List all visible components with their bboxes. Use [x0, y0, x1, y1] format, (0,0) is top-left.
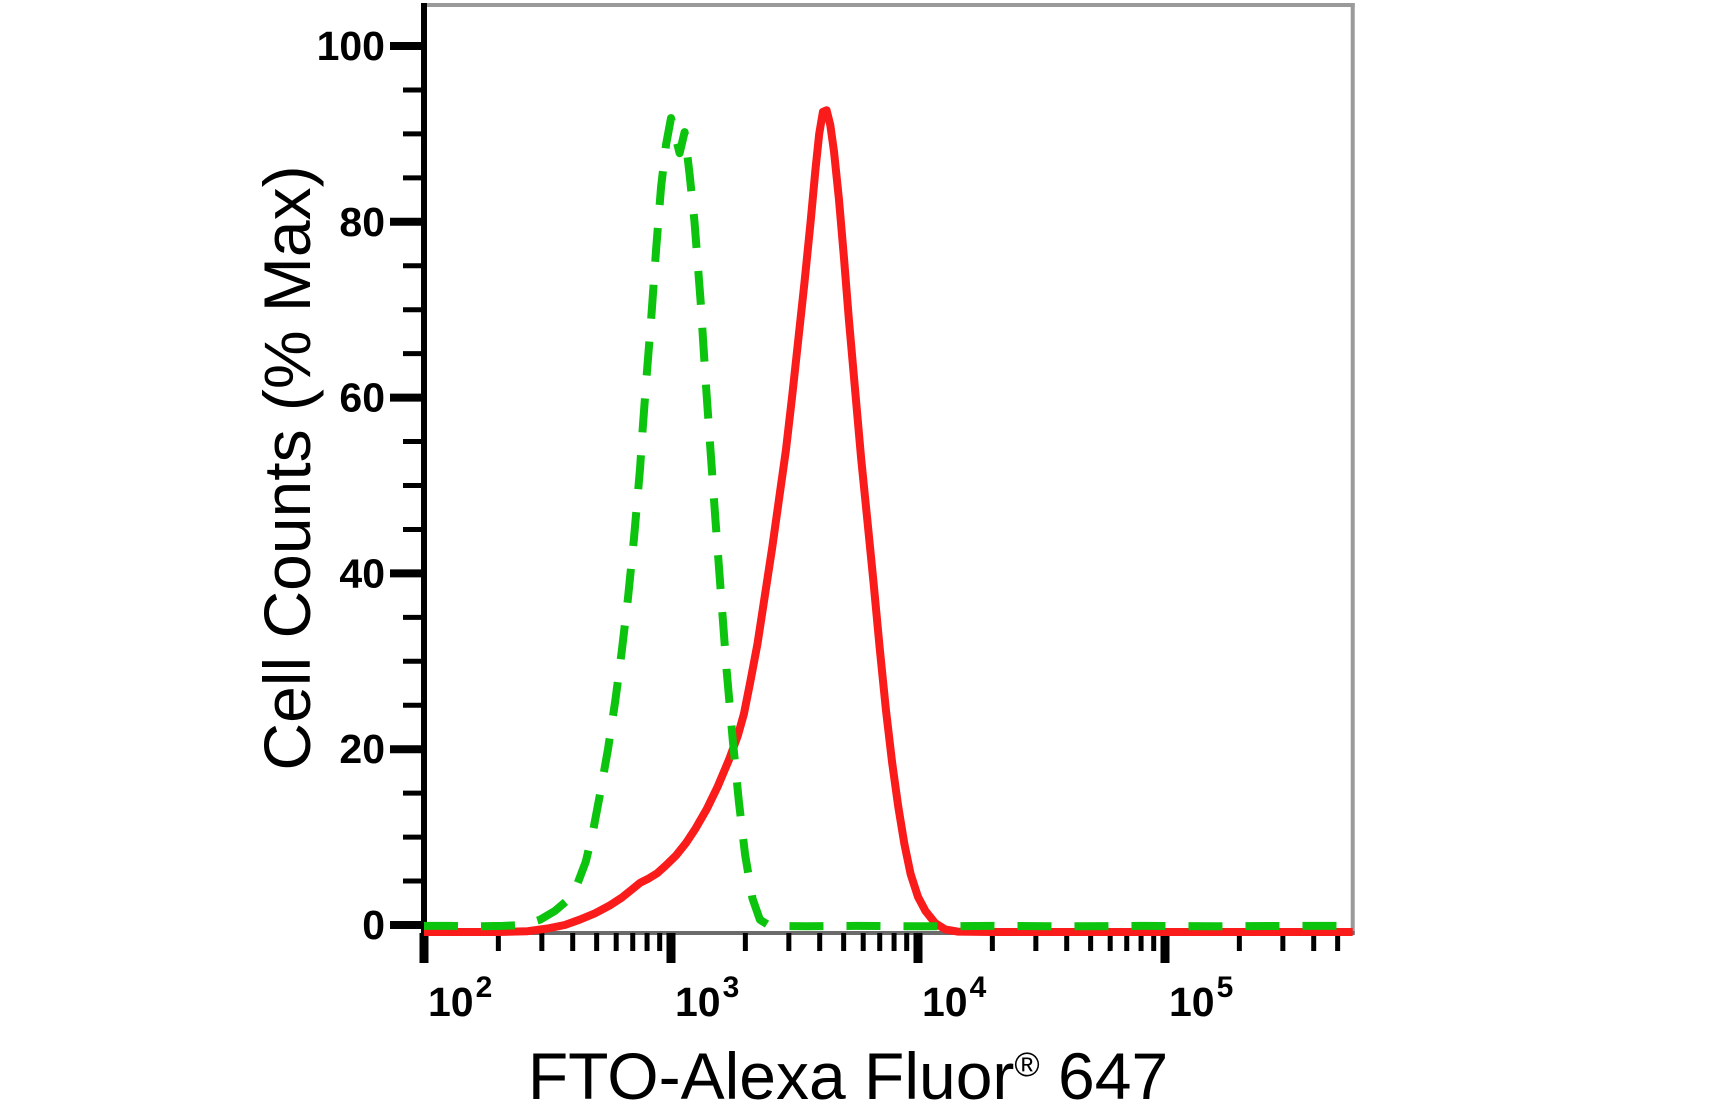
series-red-solid	[424, 106, 1353, 936]
x-tick-label-10e4: 104	[922, 971, 987, 1025]
y-tick-label-20: 20	[339, 726, 385, 772]
x-tick-label-10e3: 103	[675, 971, 739, 1025]
y-tick-label-60: 60	[339, 375, 385, 421]
x-axis-title-text: FTO-Alexa Fluor	[527, 1039, 1015, 1113]
y-tick-label-40: 40	[339, 550, 385, 596]
x-axis-ticks: 102 103 104 105	[419, 933, 1341, 1025]
y-tick-label-0: 0	[362, 902, 385, 948]
x-tick-label-10e2: 102	[428, 971, 492, 1025]
y-tick-label-80: 80	[339, 199, 385, 245]
registered-trademark-symbol: ®	[1014, 1046, 1040, 1084]
y-axis-title: Cell Counts (% Max)	[250, 165, 324, 771]
x-axis-title-suffix: 647	[1039, 1039, 1169, 1113]
y-tick-label-100: 100	[317, 23, 385, 69]
y-axis-ticks: 0 20 40 60 80 100	[317, 23, 424, 948]
x-tick-label-10e5: 105	[1169, 971, 1233, 1025]
x-axis-title: FTO-Alexa Fluor® 647	[528, 1038, 1168, 1114]
series-green-dashed	[424, 114, 1348, 931]
